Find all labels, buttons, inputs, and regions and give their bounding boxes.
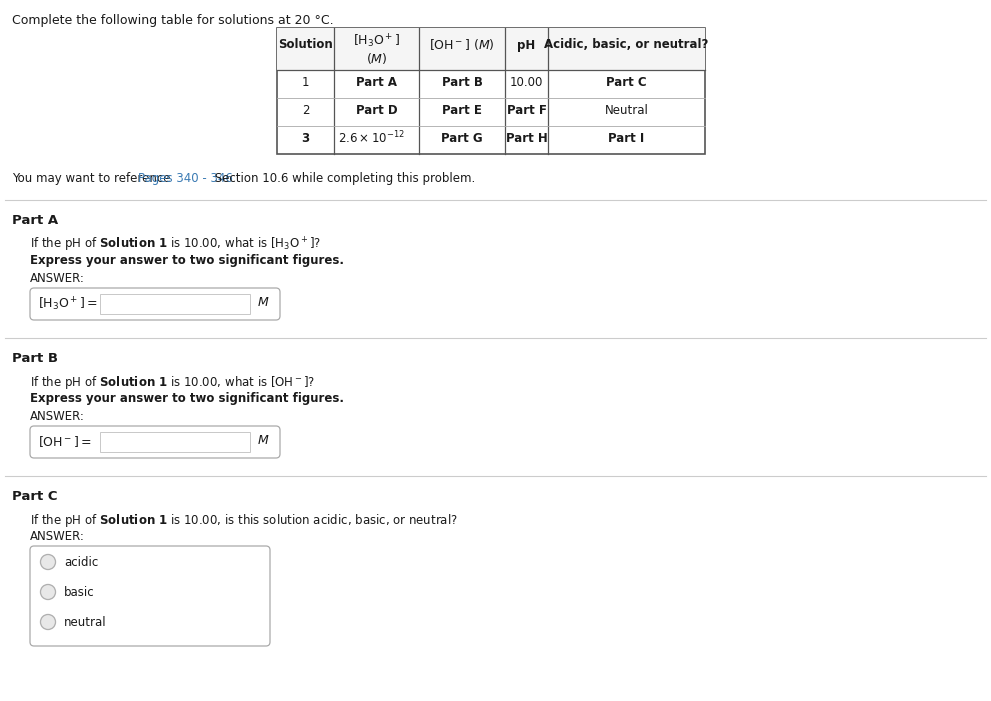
Text: Express your answer to two significant figures.: Express your answer to two significant f… xyxy=(30,392,344,405)
Text: Solution: Solution xyxy=(278,39,333,51)
Text: If the pH of $\mathbf{Solution\ 1}$ is 10.00, is this solution acidic, basic, or: If the pH of $\mathbf{Solution\ 1}$ is 1… xyxy=(30,512,458,529)
Text: Part A: Part A xyxy=(12,214,58,227)
Text: ANSWER:: ANSWER: xyxy=(30,272,85,285)
Text: 3: 3 xyxy=(301,132,309,144)
Text: Part B: Part B xyxy=(12,352,58,365)
Text: Part D: Part D xyxy=(356,104,397,116)
Bar xyxy=(277,28,705,70)
Text: Part H: Part H xyxy=(505,132,547,144)
Text: Part I: Part I xyxy=(608,132,644,144)
Text: Part F: Part F xyxy=(506,104,546,116)
Text: Part G: Part G xyxy=(441,132,483,144)
FancyBboxPatch shape xyxy=(30,546,270,646)
Text: Neutral: Neutral xyxy=(605,104,648,116)
Circle shape xyxy=(41,554,55,569)
Text: Express your answer to two significant figures.: Express your answer to two significant f… xyxy=(30,254,344,267)
Text: Part E: Part E xyxy=(442,104,482,116)
Text: Pages 340 - 346: Pages 340 - 346 xyxy=(138,172,233,185)
Circle shape xyxy=(41,585,55,599)
Bar xyxy=(100,294,250,314)
Text: $[\mathrm{H_3O^+}]$: $[\mathrm{H_3O^+}]$ xyxy=(353,32,400,50)
Text: 2: 2 xyxy=(301,104,309,116)
Text: neutral: neutral xyxy=(64,615,107,629)
Circle shape xyxy=(41,615,55,629)
Text: ANSWER:: ANSWER: xyxy=(30,530,85,543)
Bar xyxy=(100,432,250,452)
Text: pH: pH xyxy=(517,39,535,51)
Text: If the pH of $\mathbf{Solution\ 1}$ is 10.00, what is $[\mathrm{OH^-}]$?: If the pH of $\mathbf{Solution\ 1}$ is 1… xyxy=(30,374,315,391)
Text: 1: 1 xyxy=(301,76,309,88)
Text: 10.00: 10.00 xyxy=(509,76,543,88)
FancyBboxPatch shape xyxy=(30,426,280,458)
Text: Part C: Part C xyxy=(12,490,57,503)
Text: Part A: Part A xyxy=(356,76,397,88)
Text: Section 10.6 while completing this problem.: Section 10.6 while completing this probl… xyxy=(211,172,475,185)
Text: Acidic, basic, or neutral?: Acidic, basic, or neutral? xyxy=(544,39,709,51)
Text: $2.6 \times 10^{-12}$: $2.6 \times 10^{-12}$ xyxy=(338,130,404,147)
Text: $(M)$: $(M)$ xyxy=(366,50,387,65)
Text: $[\mathrm{OH^-}] =$: $[\mathrm{OH^-}] =$ xyxy=(38,435,92,449)
Text: You may want to reference: You may want to reference xyxy=(12,172,174,185)
Text: Part B: Part B xyxy=(442,76,483,88)
Text: If the pH of $\mathbf{Solution\ 1}$ is 10.00, what is $[\mathrm{H_3O^+}]$?: If the pH of $\mathbf{Solution\ 1}$ is 1… xyxy=(30,236,321,254)
Text: M: M xyxy=(258,296,269,308)
Text: M: M xyxy=(258,433,269,447)
Text: ANSWER:: ANSWER: xyxy=(30,410,85,423)
Text: $[\mathrm{H_3O^+}] =$: $[\mathrm{H_3O^+}] =$ xyxy=(38,295,98,313)
Text: Complete the following table for solutions at 20 °C.: Complete the following table for solutio… xyxy=(12,14,334,27)
FancyBboxPatch shape xyxy=(30,288,280,320)
Text: $[\mathrm{OH^-}]\ (M)$: $[\mathrm{OH^-}]\ (M)$ xyxy=(429,37,495,53)
Text: basic: basic xyxy=(64,585,94,599)
Text: Part C: Part C xyxy=(606,76,647,88)
Bar xyxy=(277,28,705,154)
Text: acidic: acidic xyxy=(64,555,98,569)
